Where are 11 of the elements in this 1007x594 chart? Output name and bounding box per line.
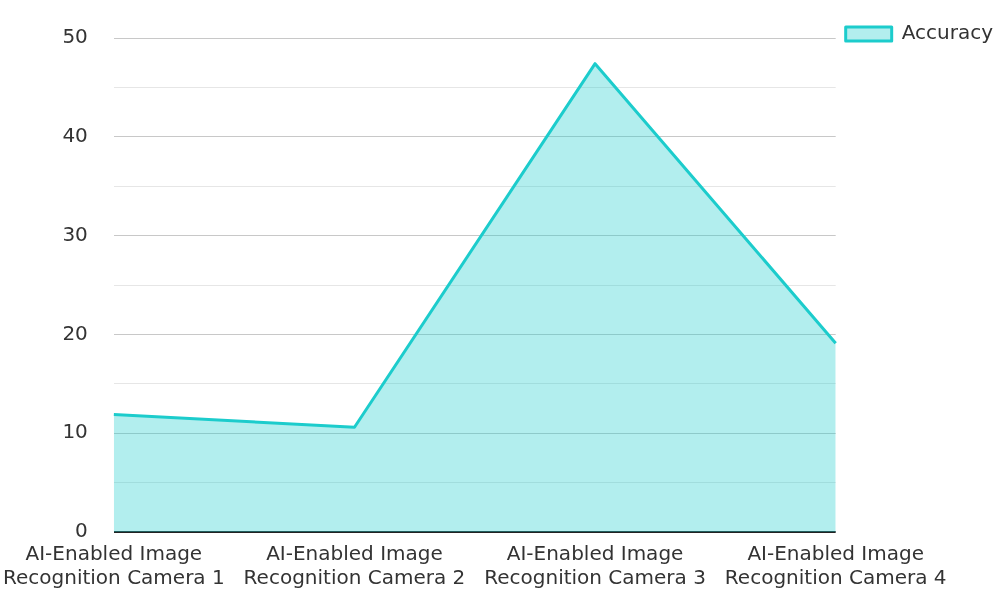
y-tick-label: 0 xyxy=(75,518,88,543)
y-tick-label: 50 xyxy=(62,24,88,49)
x-tick-label: AI-Enabled Image Recognition Camera 4 xyxy=(724,541,947,590)
legend-label: Accuracy xyxy=(901,20,994,45)
y-tick-label: 30 xyxy=(62,221,88,246)
x-tick-label: AI-Enabled Image Recognition Camera 1 xyxy=(3,541,225,590)
x-tick-label: AI-Enabled Image Recognition Camera 3 xyxy=(484,541,706,590)
y-tick-label: 40 xyxy=(62,123,88,147)
y-tick-label: 10 xyxy=(62,419,88,444)
y-tick-label: 20 xyxy=(62,320,88,345)
x-tick-label: AI-Enabled Image Recognition Camera 2 xyxy=(243,541,466,590)
